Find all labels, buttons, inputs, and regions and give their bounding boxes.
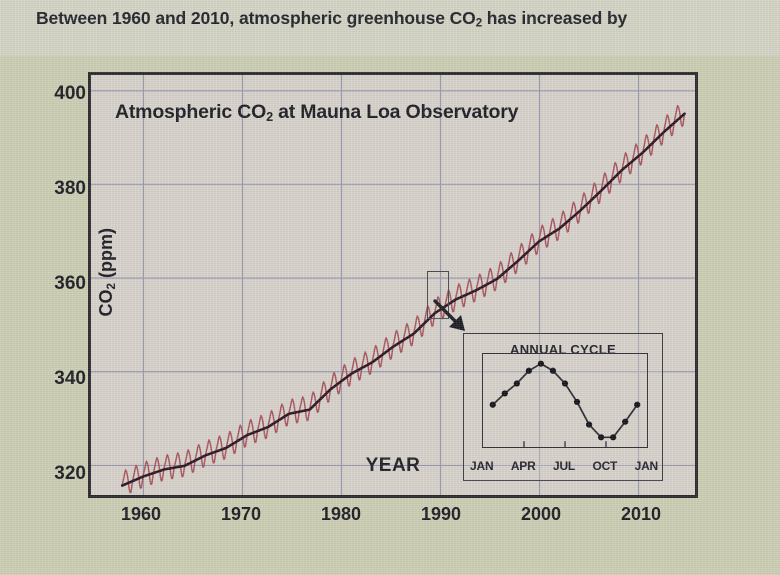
chart-title-part1: Atmospheric CO [115, 101, 267, 123]
x-tick-2010: 2010 [620, 504, 662, 524]
annual-cycle-inset: ANNUAL CYCLE JAN APR JUL OCT [463, 333, 663, 481]
y-tick-340: 340 [54, 368, 86, 389]
inset-data-point [489, 401, 496, 408]
y-axis-tick-labels: 400 380 360 340 320 [22, 72, 86, 498]
inset-plot-box [482, 353, 648, 448]
inset-data-point [634, 401, 641, 408]
inset-data-markers [489, 360, 641, 441]
x-tick-1990: 1990 [420, 504, 462, 524]
x-axis-tick-labels: 1960 1970 1980 1990 2000 2010 [88, 504, 698, 534]
y-axis-title-part1: CO [96, 289, 116, 317]
inset-x-label-oct: OCT [592, 459, 618, 473]
inset-data-point [501, 390, 508, 397]
vertical-gridlines [142, 75, 640, 495]
x-tick-1970: 1970 [220, 504, 262, 524]
inset-x-label-apr: APR [510, 459, 536, 473]
y-tick-320: 320 [54, 463, 86, 484]
x-tick-1960: 1960 [120, 504, 162, 524]
x-tick-2000: 2000 [520, 504, 562, 524]
question-text-part1: Between 1960 and 2010, atmospheric green… [36, 8, 476, 28]
y-tick-360: 360 [54, 273, 86, 294]
inset-data-point [537, 360, 545, 367]
inset-data-point [549, 367, 557, 374]
inset-x-label-jan-start: JAN [470, 459, 494, 473]
inset-data-point [525, 367, 533, 374]
inset-x-tickmarks [523, 441, 607, 447]
y-axis-title-part2: (ppm) [96, 228, 116, 283]
smoothed-trend-series [120, 112, 686, 487]
inset-data-point [573, 398, 581, 406]
question-text-part2: has increased by [482, 8, 628, 28]
question-header-bar: Between 1960 and 2010, atmospheric green… [0, 0, 780, 56]
plot-area: Atmospheric CO2 at Mauna Loa Observatory… [91, 75, 695, 495]
chart-title-part2: at Mauna Loa Observatory [272, 101, 519, 123]
main-co2-chart [91, 75, 695, 495]
inset-data-point [597, 434, 605, 441]
y-tick-380: 380 [54, 178, 86, 199]
y-axis-title-subscript: 2 [104, 282, 118, 290]
inset-x-label-jul: JUL [552, 459, 576, 473]
chart-title-subscript: 2 [266, 110, 273, 125]
x-axis-title: YEAR [365, 455, 421, 476]
y-tick-400: 400 [54, 83, 86, 104]
y-axis-title: CO2 (ppm) [96, 228, 118, 317]
inset-x-axis-labels: JAN APR JUL OCT JAN [468, 459, 660, 473]
question-text: Between 1960 and 2010, atmospheric green… [0, 0, 627, 30]
inset-data-point [513, 380, 520, 387]
callout-arrow-icon [433, 299, 465, 331]
inset-data-point [610, 434, 617, 441]
inset-data-point [585, 421, 593, 428]
chart-figure: Atmospheric CO2 at Mauna Loa Observatory… [88, 72, 698, 498]
x-tick-1980: 1980 [320, 504, 362, 524]
annual-cycle-chart [489, 360, 641, 447]
annual-cycle-highlight-box [427, 271, 449, 319]
inset-x-label-jan-end: JAN [634, 459, 659, 473]
chart-title: Atmospheric CO2 at Mauna Loa Observatory [115, 101, 518, 124]
question-text-subscript: 2 [475, 17, 483, 30]
inset-data-point [622, 418, 629, 425]
inset-data-point [561, 380, 569, 387]
